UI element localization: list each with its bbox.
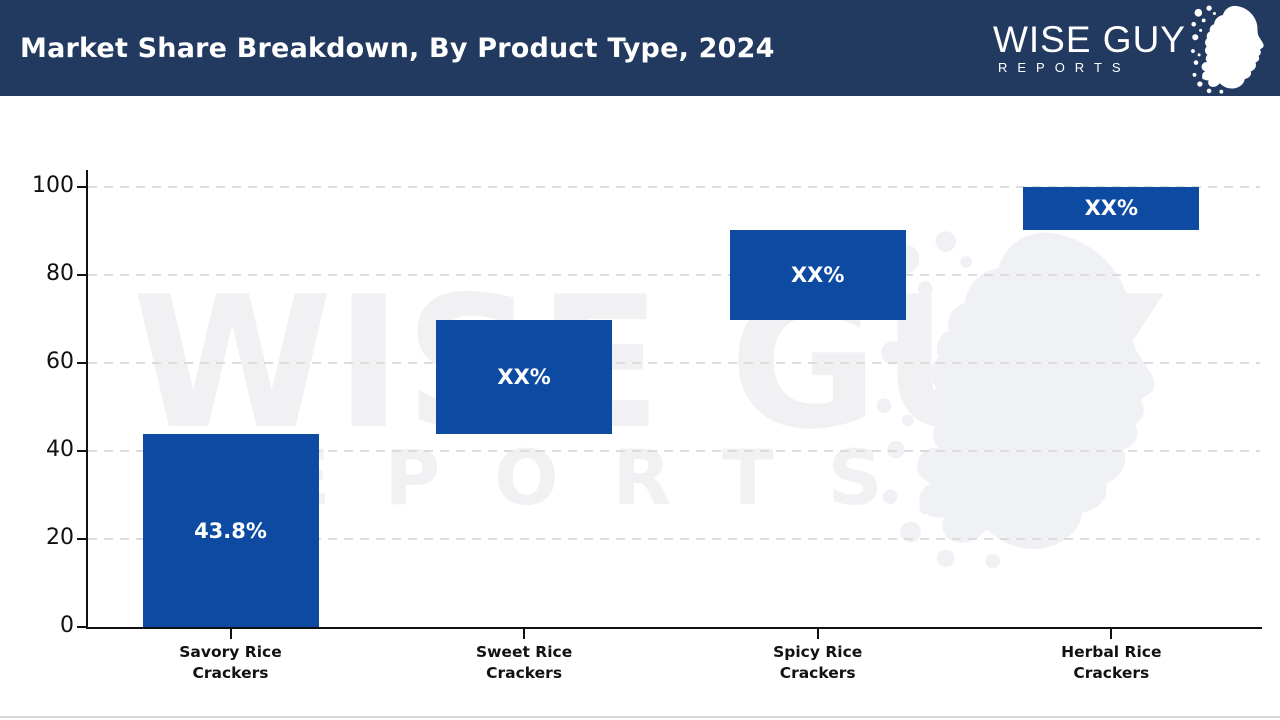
y-tick-mark <box>77 538 87 540</box>
brand-name: WISE GUY <box>992 19 1186 60</box>
bar-value-label: XX% <box>1084 196 1139 221</box>
bar-value-label: 43.8% <box>194 518 267 543</box>
gridline <box>88 186 1260 188</box>
gridline <box>88 362 1260 364</box>
bar-value-label: XX% <box>497 365 551 390</box>
bar-segment: 43.8% <box>142 434 319 627</box>
brand-face-icon <box>1191 5 1264 94</box>
category-label: Sweet Rice Crackers <box>475 643 573 682</box>
bar-segment: XX% <box>1023 187 1200 230</box>
y-tick-label: 80 <box>46 261 74 286</box>
y-axis-line <box>86 170 88 629</box>
y-tick-label: 20 <box>46 525 74 550</box>
bar-value-label: XX% <box>790 262 845 287</box>
watermark-face-icon <box>876 231 1155 569</box>
gridline <box>88 450 1260 452</box>
x-tick-mark <box>1110 629 1113 639</box>
brand-text: WISE GUY REPORTS <box>992 19 1186 76</box>
y-tick-mark <box>77 450 87 452</box>
brand-logo: WISE GUY REPORTS <box>993 2 1270 94</box>
category-label: Spicy Rice Crackers <box>773 643 863 682</box>
y-tick-label: 60 <box>46 349 74 374</box>
y-tick-mark <box>77 362 87 364</box>
plot-area: 0 20 40 60 80 100 43.8% Savory Rice Crackers XX%… <box>0 96 1280 720</box>
gridline <box>88 538 1260 540</box>
x-tick-mark <box>816 629 819 639</box>
bar-segment: XX% <box>729 229 906 321</box>
category-label: Savory Rice Crackers <box>179 643 282 682</box>
header-bar: Market Share Breakdown, By Product Type,… <box>0 0 1280 96</box>
category-label: Herbal Rice Crackers <box>1061 643 1162 682</box>
page-title: Market Share Breakdown, By Product Type,… <box>20 32 775 64</box>
y-tick-label: 40 <box>46 437 74 462</box>
y-tick-mark <box>77 186 87 188</box>
bottom-divider <box>0 716 1280 718</box>
y-tick-label: 100 <box>32 173 74 198</box>
y-tick-label: 0 <box>60 613 74 638</box>
gridline <box>88 274 1260 276</box>
bar-segment: XX% <box>436 320 613 435</box>
y-tick-mark <box>77 274 87 276</box>
brand-subtitle: REPORTS <box>997 60 1131 75</box>
y-tick-mark <box>77 626 87 628</box>
x-tick-mark <box>229 629 232 639</box>
x-axis-line <box>86 627 1262 629</box>
x-tick-mark <box>523 629 526 639</box>
